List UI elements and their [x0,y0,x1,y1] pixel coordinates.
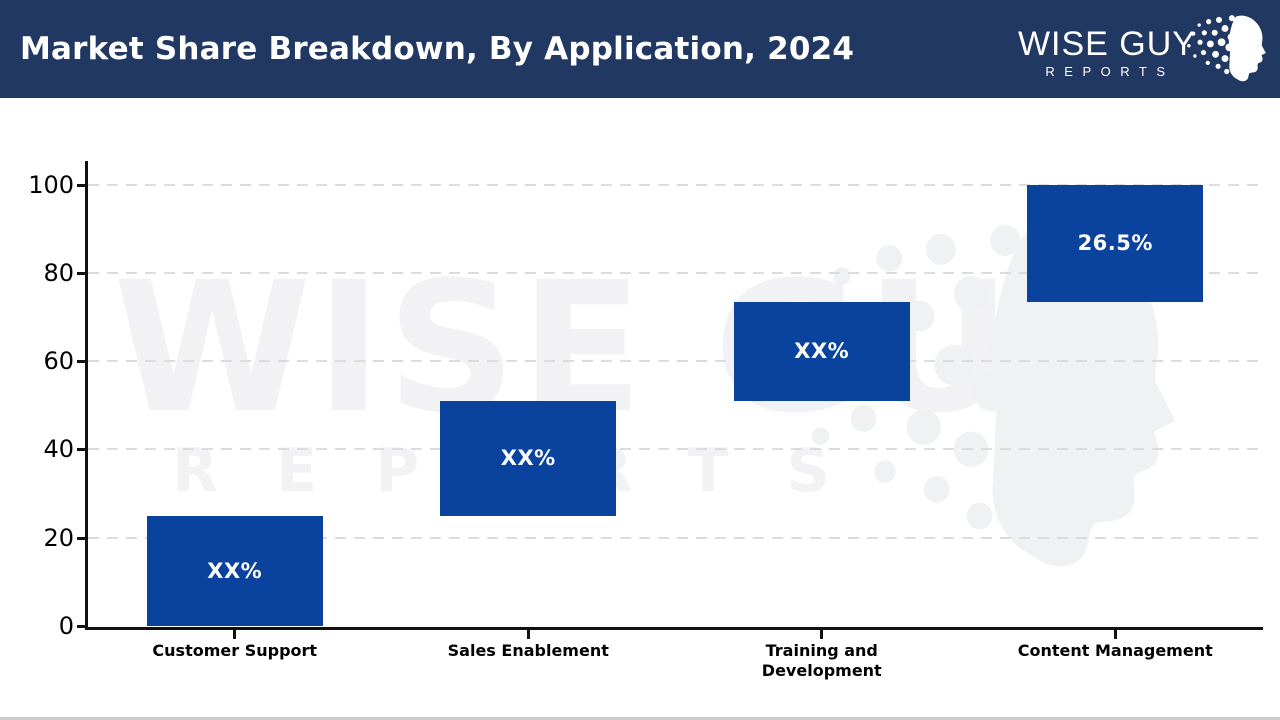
y-axis-spine [85,161,88,630]
logo-wordmark: WISE GUY [1017,24,1196,63]
y-tick [77,625,86,628]
x-axis-spine [85,627,1263,630]
brand-logo: WISE GUY REPORTS [1018,6,1268,94]
x-tick [1113,630,1117,639]
x-category-label: Customer Support [152,641,318,660]
logo-face-icon [1182,9,1268,91]
y-tick-label: 0 [58,612,74,640]
y-tick [77,536,86,540]
x-category-label: Content Management [1017,641,1213,660]
page-title: Market Share Breakdown, By Application, … [20,31,855,67]
plot-area: WISE GUY REPORTS XX%XX%XX%26.5% [88,163,1262,627]
x-category-label: Training and Development [761,641,882,680]
logo-subtext: REPORTS [1045,63,1175,79]
y-tick [77,360,86,364]
x-tick [820,630,824,639]
bar: 26.5% [1027,184,1204,302]
header-bar: Market Share Breakdown, By Application, … [0,0,1280,98]
gridline [88,536,1262,539]
bar-value-label: XX% [207,558,263,583]
chart: WISE GUY REPORTS XX%XX%XX%26.5% 02040608… [0,98,1280,718]
y-tick-label: 20 [43,523,74,552]
y-tick [77,271,86,275]
brand-logo-text: WISE GUY REPORTS [1018,27,1196,78]
gridline [88,360,1262,363]
y-tick [77,183,86,187]
y-tick-label: 80 [43,258,74,287]
y-tick [77,448,86,452]
bottom-edge-line [0,717,1280,720]
bar: XX% [440,400,617,516]
y-tick-label: 60 [43,347,74,376]
gridline [88,448,1262,451]
gridline [88,271,1262,274]
bar-value-label: XX% [500,446,556,471]
bar: XX% [733,301,910,401]
y-tick-label: 40 [43,435,74,464]
bar: XX% [146,515,323,626]
gridline [88,183,1262,186]
y-tick-label: 100 [28,170,74,199]
x-tick [526,630,530,639]
x-tick [233,630,237,639]
bar-value-label: 26.5% [1077,231,1153,256]
bar-value-label: XX% [794,339,850,364]
x-category-label: Sales Enablement [447,641,609,660]
